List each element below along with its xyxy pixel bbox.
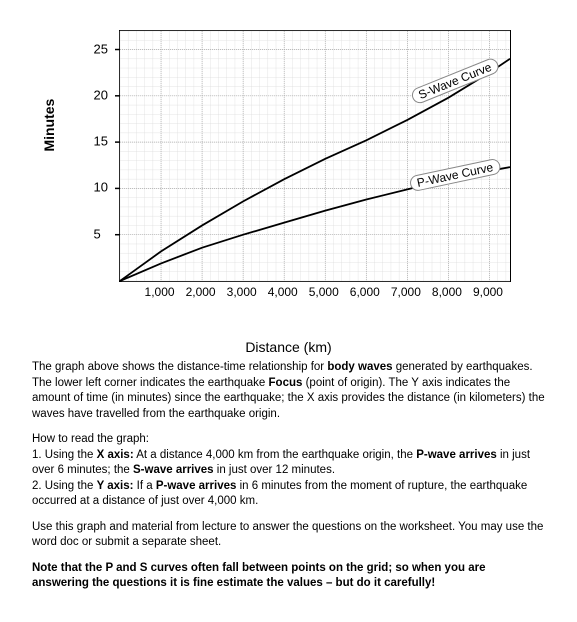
x-tick: 1,000	[145, 285, 175, 299]
chart-svg	[120, 31, 510, 281]
x-axis-label: Distance (km)	[245, 339, 331, 355]
x-tick: 9,000	[473, 285, 503, 299]
y-tick: 5	[94, 226, 101, 241]
t: body waves	[327, 361, 392, 373]
t: At a distance 4,000 km from the earthqua…	[134, 449, 417, 461]
y-axis-label: Minutes	[41, 99, 57, 152]
x-tick: 5,000	[309, 285, 339, 299]
t: 1. Using the	[32, 449, 97, 461]
y-tick: 25	[94, 41, 108, 56]
t: How to read the graph:	[32, 433, 149, 445]
y-tick: 10	[94, 180, 108, 195]
t: S-wave arrives	[133, 464, 214, 476]
x-tick: 3,000	[227, 285, 257, 299]
t: Focus	[269, 377, 303, 389]
y-tick: 20	[94, 87, 108, 102]
t: P-wave arrives	[416, 449, 497, 461]
t: The graph above shows the distance-time …	[32, 361, 327, 373]
paragraph-note: Note that the P and S curves often fall …	[32, 561, 545, 592]
t: in just over 12 minutes.	[214, 464, 335, 476]
t: If a	[133, 480, 155, 492]
x-tick: 8,000	[432, 285, 462, 299]
paragraph-howto: How to read the graph: 1. Using the X ax…	[32, 432, 545, 510]
t: Y axis:	[97, 480, 134, 492]
body-text: The graph above shows the distance-time …	[20, 360, 557, 592]
t: X axis:	[97, 449, 134, 461]
t: P-wave arrives	[156, 480, 237, 492]
plot-area	[119, 30, 511, 282]
x-tick: 4,000	[268, 285, 298, 299]
x-tick: 7,000	[391, 285, 421, 299]
seismic-chart: Minutes Distance (km) 5101520251,0002,00…	[59, 20, 519, 320]
x-tick: 2,000	[186, 285, 216, 299]
t: Note that the P and S curves often fall …	[32, 562, 485, 590]
paragraph-instructions: Use this graph and material from lecture…	[32, 520, 545, 551]
paragraph-intro: The graph above shows the distance-time …	[32, 360, 545, 422]
x-tick: 6,000	[350, 285, 380, 299]
y-tick: 15	[94, 134, 108, 149]
t: 2. Using the	[32, 480, 97, 492]
